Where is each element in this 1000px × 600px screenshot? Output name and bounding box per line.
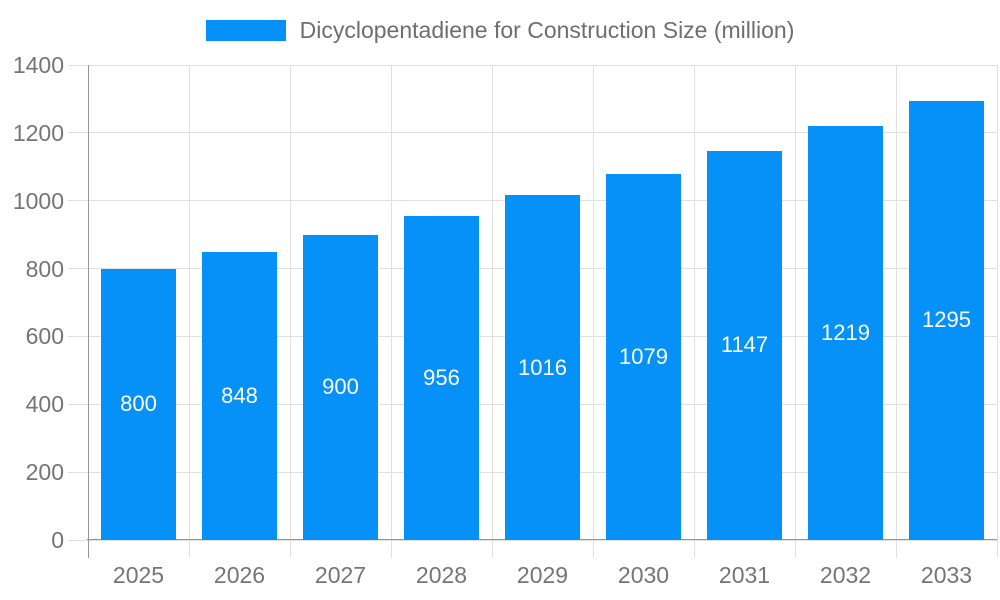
bar-value-label-2030: 1079 xyxy=(619,343,668,369)
bar-2033: 1295 xyxy=(909,100,984,540)
bar-2029: 1016 xyxy=(505,195,580,540)
y-axis-tick-label: 200 xyxy=(25,459,64,486)
gridline-y-1400 xyxy=(68,64,997,66)
x-axis-tick-label-2026: 2026 xyxy=(213,562,266,588)
bar-2030: 1079 xyxy=(606,173,681,540)
bar-2027: 900 xyxy=(303,234,378,540)
legend-series-label: Dicyclopentadiene for Construction Size … xyxy=(299,17,795,43)
x-axis-tick-label-2030: 2030 xyxy=(617,562,670,588)
bar-value-label-2025: 800 xyxy=(120,391,157,417)
gridline-x-boundary xyxy=(996,65,998,558)
x-axis-tick-label-2032: 2032 xyxy=(819,562,872,588)
y-axis-tick-label: 1200 xyxy=(12,119,64,146)
bar-2031: 1147 xyxy=(707,150,782,540)
bar-value-label-2031: 1147 xyxy=(720,332,769,358)
gridline-y-0 xyxy=(68,539,997,541)
bar-value-label-2029: 1016 xyxy=(518,354,567,380)
gridline-x-boundary xyxy=(592,65,594,558)
bar-value-label-2032: 1219 xyxy=(821,320,870,346)
y-axis-tick-label: 1000 xyxy=(12,187,64,214)
bar-value-label-2027: 900 xyxy=(322,374,359,400)
y-axis-tick-label: 400 xyxy=(25,391,64,418)
legend-swatch-icon xyxy=(205,19,286,41)
y-axis-tick-label: 600 xyxy=(25,323,64,350)
bar-2028: 956 xyxy=(404,215,479,540)
x-axis-tick-label-2025: 2025 xyxy=(112,562,165,588)
x-axis-tick-label-2031: 2031 xyxy=(718,562,771,588)
bar-2025: 800 xyxy=(101,268,176,540)
y-axis-tick-label: 0 xyxy=(51,527,64,553)
x-axis-tick-label-2027: 2027 xyxy=(314,562,367,588)
bar-value-label-2033: 1295 xyxy=(922,307,971,333)
gridline-x-boundary xyxy=(794,65,796,558)
gridline-x-boundary xyxy=(895,65,897,558)
gridline-y-1200 xyxy=(68,132,997,134)
gridline-x-boundary xyxy=(188,65,190,558)
x-axis-tick-label-2033: 2033 xyxy=(920,562,973,588)
bar-2026: 848 xyxy=(202,252,277,540)
bar-2032: 1219 xyxy=(808,126,883,540)
gridline-x-boundary xyxy=(693,65,695,558)
gridline-x-boundary xyxy=(390,65,392,558)
gridline-x-boundary xyxy=(491,65,493,558)
bar-value-label-2026: 848 xyxy=(221,383,258,409)
y-axis-tick-label: 800 xyxy=(25,255,64,282)
plot-area: 800 848 900 956 1016 1079 1147 1219 1295 xyxy=(68,64,998,558)
x-axis-tick-label-2028: 2028 xyxy=(415,562,468,588)
y-axis-line xyxy=(88,65,89,558)
chart-legend[interactable]: Dicyclopentadiene for Construction Size … xyxy=(0,16,1000,44)
gridline-x-boundary xyxy=(289,65,291,558)
x-axis-tick-label-2029: 2029 xyxy=(516,562,569,588)
bar-value-label-2028: 956 xyxy=(423,364,460,390)
y-axis-tick-label: 1400 xyxy=(12,52,64,78)
